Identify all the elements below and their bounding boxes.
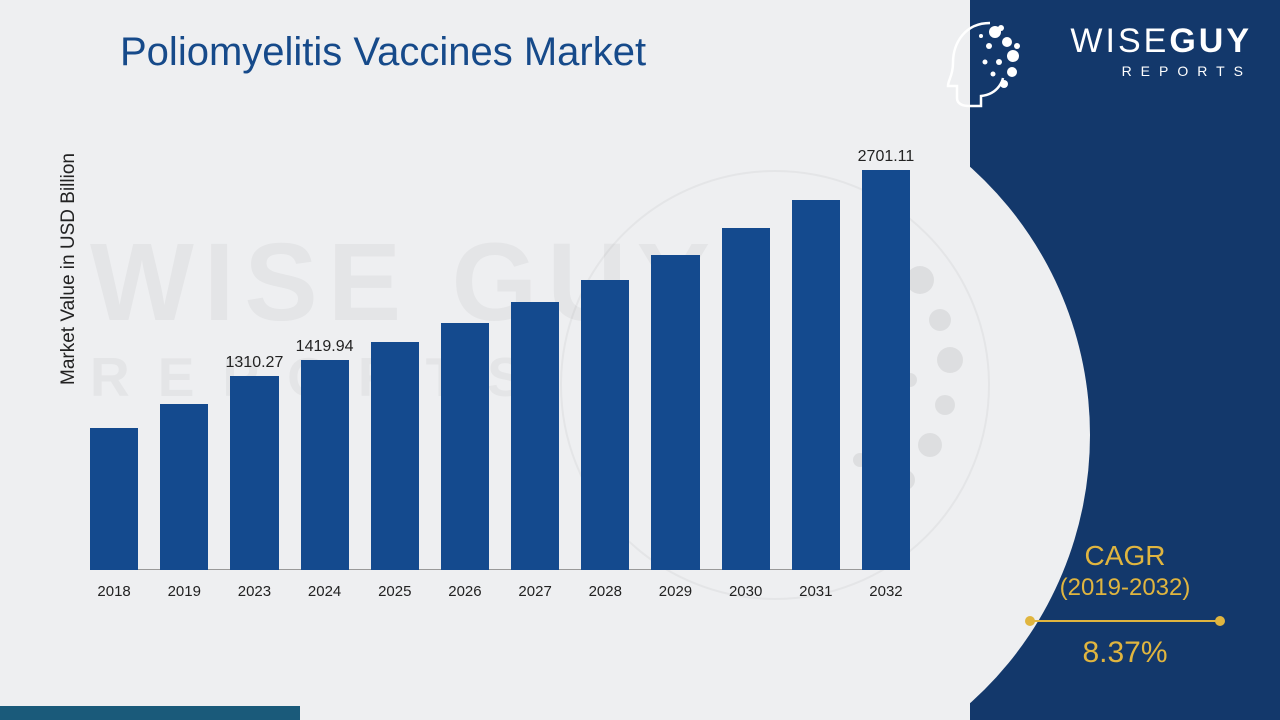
x-tick: 2029: [651, 583, 699, 600]
x-tick: 2030: [722, 583, 770, 600]
x-tick: 2027: [511, 583, 559, 600]
bar-value-label: 1419.94: [296, 338, 354, 356]
bar-wrap: 1419.94: [301, 360, 349, 570]
chart-title: Poliomyelitis Vaccines Market: [120, 30, 646, 75]
x-tick: 2025: [371, 583, 419, 600]
bar: [301, 360, 349, 570]
bar: [371, 342, 419, 570]
x-tick: 2018: [90, 583, 138, 600]
logo-line1: WISEGUY: [1070, 22, 1252, 61]
bar-wrap: [90, 428, 138, 570]
bar-wrap: [792, 200, 840, 570]
x-tick: 2031: [792, 583, 840, 600]
bar: [581, 280, 629, 570]
x-tick: 2019: [160, 583, 208, 600]
bar: [651, 255, 699, 570]
brand-logo: WISEGUY REPORTS: [1070, 22, 1252, 79]
bar: [722, 228, 770, 570]
bar-chart: 1310.271419.942701.11 201820192023202420…: [90, 170, 910, 600]
cagr-value: 8.37%: [1020, 636, 1230, 670]
report-infographic: WISE GUY REPORTS WISEGUY REPORTS Poliomy…: [0, 0, 1280, 720]
bottom-accent-strip: [0, 706, 300, 720]
logo-head-icon: [945, 18, 1025, 108]
logo-guy: GUY: [1169, 22, 1252, 60]
bar: [90, 428, 138, 570]
bar-wrap: [511, 302, 559, 570]
x-tick: 2026: [441, 583, 489, 600]
bar: [160, 404, 208, 570]
bar: [511, 302, 559, 570]
bar-value-label: 2701.11: [858, 148, 915, 166]
bar-wrap: 2701.11: [862, 170, 910, 570]
bar-wrap: [441, 323, 489, 570]
bar-wrap: 1310.27: [230, 376, 278, 570]
x-tick: 2023: [230, 583, 278, 600]
x-tick: 2024: [301, 583, 349, 600]
x-tick: 2032: [862, 583, 910, 600]
bar: [792, 200, 840, 570]
bar-wrap: [371, 342, 419, 570]
bar-wrap: [651, 255, 699, 570]
cagr-range: (2019-2032): [1020, 574, 1230, 602]
bar-wrap: [160, 404, 208, 570]
bar: [230, 376, 278, 570]
cagr-title: CAGR: [1020, 540, 1230, 572]
logo-wise: WISE: [1070, 22, 1169, 60]
bar-wrap: [581, 280, 629, 570]
bar-value-label: 1310.27: [226, 354, 284, 372]
logo-line2: REPORTS: [1070, 63, 1252, 79]
bar: [862, 170, 910, 570]
bar-wrap: [722, 228, 770, 570]
bars-container: 1310.27 1419.94 2701.11: [90, 170, 910, 570]
bar: [441, 323, 489, 570]
x-tick: 2028: [581, 583, 629, 600]
cagr-block: CAGR (2019-2032) 8.37%: [1020, 540, 1230, 670]
cagr-divider: [1030, 620, 1220, 622]
x-axis-ticks: 2018 2019 2023 2024 2025 2026 2027 2028 2029 2030…: [90, 583, 910, 600]
y-axis-label: Market Value in USD Billion: [58, 153, 80, 385]
